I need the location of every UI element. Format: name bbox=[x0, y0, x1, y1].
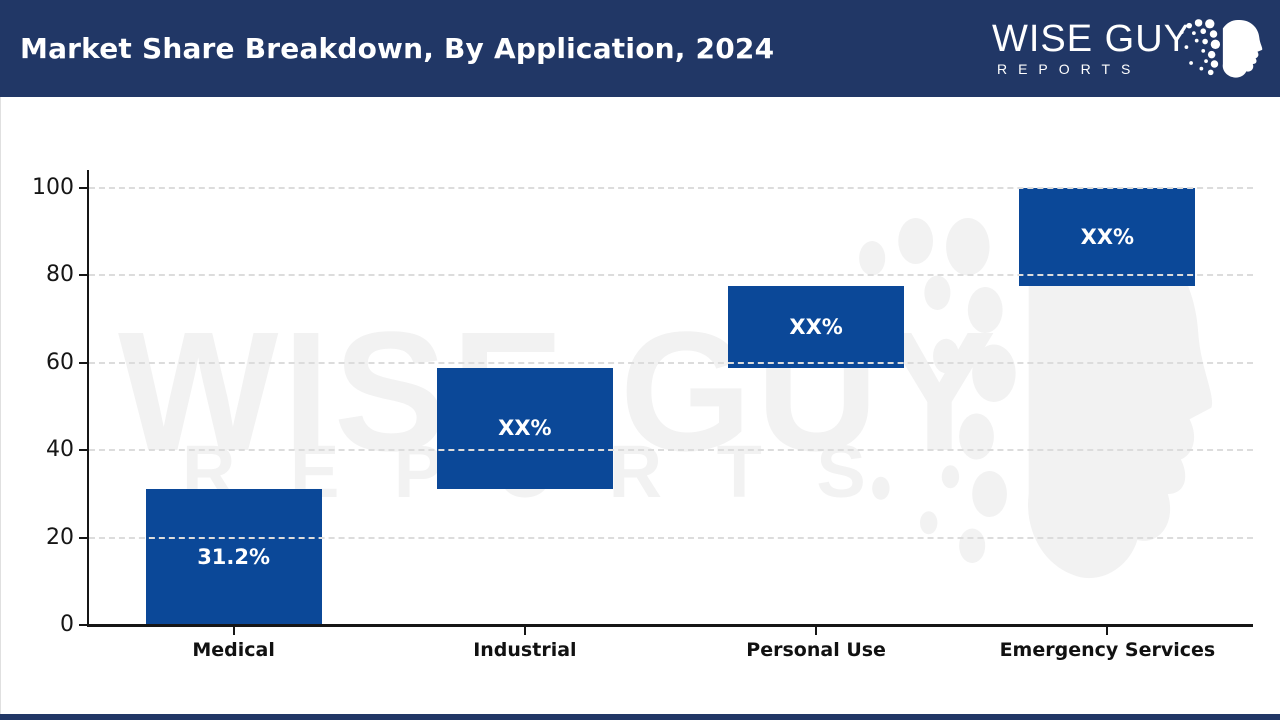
y-tick-label-20: 20 bbox=[46, 524, 74, 550]
y-tick-0 bbox=[79, 624, 87, 626]
y-axis-line bbox=[87, 170, 89, 626]
category-label-industrial: Industrial bbox=[473, 639, 577, 661]
y-tick-label-40: 40 bbox=[46, 437, 74, 462]
left-edge-line bbox=[0, 97, 1, 714]
category-label-medical: Medical bbox=[192, 639, 275, 661]
y-tick-label-80: 80 bbox=[46, 262, 74, 287]
y-tick-100 bbox=[79, 186, 87, 189]
header-band: Market Share Breakdown, By Application, … bbox=[0, 0, 1280, 97]
bar-medical bbox=[145, 488, 322, 625]
chart-title: Market Share Breakdown, By Application, … bbox=[20, 32, 775, 65]
wise-guy-logo: WISE GUY REPORTS bbox=[992, 19, 1264, 79]
gridline-80 bbox=[89, 274, 1253, 276]
x-tick-emergency-services bbox=[1106, 627, 1109, 635]
logo-head-icon bbox=[1178, 19, 1264, 79]
bar-value-label-industrial: XX% bbox=[498, 416, 552, 441]
logo-wordmark: WISE GUY bbox=[991, 18, 1190, 60]
logo-subtitle: REPORTS bbox=[996, 61, 1142, 77]
y-tick-80 bbox=[79, 274, 87, 276]
y-tick-label-60: 60 bbox=[46, 349, 74, 375]
x-tick-industrial bbox=[523, 627, 526, 635]
gridline-20 bbox=[89, 536, 1253, 539]
bar-value-label-personal-use: XX% bbox=[789, 314, 843, 339]
logo-text: WISE GUY REPORTS bbox=[992, 20, 1190, 77]
gridline-60 bbox=[89, 361, 1253, 364]
bar-value-label-emergency-services: XX% bbox=[1080, 224, 1135, 249]
category-label-personal-use: Personal Use bbox=[746, 639, 886, 661]
gridline-100 bbox=[89, 186, 1253, 189]
y-tick-20 bbox=[79, 536, 87, 539]
bar-industrial bbox=[436, 367, 613, 489]
x-tick-medical bbox=[232, 627, 235, 635]
y-tick-label-100: 100 bbox=[32, 174, 74, 200]
y-tick-40 bbox=[79, 449, 87, 451]
footer-band bbox=[0, 714, 1280, 720]
gridline-40 bbox=[89, 449, 1253, 451]
y-tick-60 bbox=[79, 361, 87, 364]
category-label-emergency-services: Emergency Services bbox=[999, 639, 1216, 661]
bar-value-label-medical: 31.2% bbox=[197, 544, 271, 569]
y-tick-label-0: 0 bbox=[60, 612, 74, 637]
x-axis-line bbox=[87, 624, 1253, 627]
x-tick-personal-use bbox=[815, 627, 818, 635]
